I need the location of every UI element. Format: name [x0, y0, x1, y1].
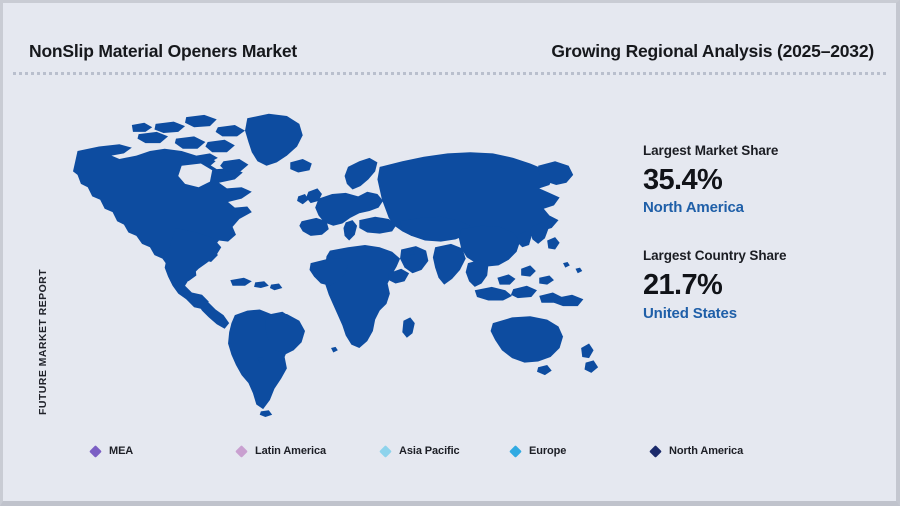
legend-marker-icon [379, 444, 392, 458]
legend-item-mea[interactable]: MEA [89, 444, 134, 458]
legend-marker-icon [89, 444, 102, 458]
legend-marker-icon [509, 444, 522, 458]
legend-item-north-america[interactable]: North America [649, 444, 744, 458]
legend-item-label: MEA [109, 445, 134, 457]
legend-item-latin-america[interactable]: Latin America [235, 444, 327, 458]
stat-region-country-share: United States [643, 304, 737, 322]
stat-label-market-share: Largest Market Share [643, 143, 779, 158]
world-map [65, 99, 631, 417]
legend-item-label: Europe [529, 445, 567, 457]
header-divider [13, 72, 886, 75]
stat-block-market-share: Largest Market Share 35.4% North America [643, 143, 887, 216]
legend-marker-icon [235, 444, 248, 458]
stats-panel: Largest Market Share 35.4% North America… [643, 143, 887, 348]
brand-vertical-label: FUTURE MARKET REPORT [37, 268, 49, 415]
header-subtitle: Growing Regional Analysis (2025–2032) [551, 41, 874, 61]
legend-item-label: North America [669, 445, 744, 457]
map-landmass [73, 113, 599, 417]
legend-item-label: Asia Pacific [399, 445, 460, 457]
stat-value-country-share: 21.7% [643, 269, 723, 302]
stat-region-market-share: North America [643, 199, 744, 217]
legend-marker-icon [649, 444, 662, 458]
page-title: NonSlip Material Openers Market [29, 41, 298, 61]
world-map-svg [73, 113, 599, 417]
legend-item-label: Latin America [255, 445, 327, 457]
stat-label-country-share: Largest Country Share [643, 248, 787, 264]
legend-item-europe[interactable]: Europe [509, 444, 567, 458]
stat-block-country-share: Largest Country Share 21.7% United State… [643, 248, 887, 321]
stat-value-market-share: 35.4% [643, 164, 723, 196]
legend-item-asia-pacific[interactable]: Asia Pacific [379, 444, 460, 458]
header: NonSlip Material Openers Market Growing … [3, 3, 896, 75]
